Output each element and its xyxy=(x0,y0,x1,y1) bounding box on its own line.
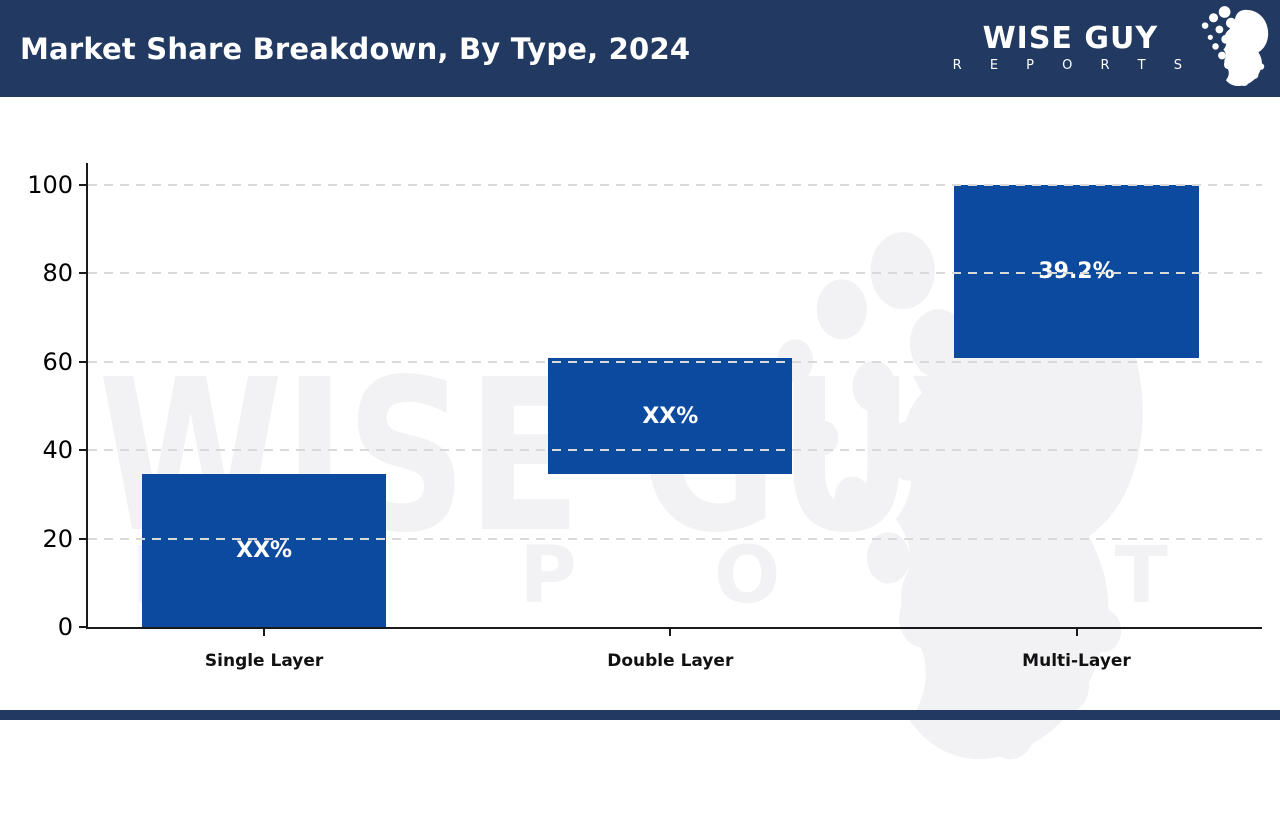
header-bar: Market Share Breakdown, By Type, 2024 WI… xyxy=(0,0,1280,97)
bar-value-label: XX% xyxy=(236,538,293,564)
footer-bar xyxy=(0,710,1280,720)
y-tick-label: 20 xyxy=(42,524,73,553)
x-axis-spine xyxy=(86,627,1262,629)
y-tick-label: 80 xyxy=(42,259,73,288)
logo-wordmark: WISE GUY xyxy=(982,21,1159,56)
y-axis-spine xyxy=(86,163,88,629)
y-tick-mark xyxy=(79,360,88,363)
y-tick-mark xyxy=(79,449,88,452)
y-tick-label: 100 xyxy=(27,171,73,199)
wise-guy-logo: WISE GUY R E P O R T S xyxy=(947,2,1274,96)
y-tick-label: 40 xyxy=(42,436,73,465)
logo-reports-line: R E P O R T S xyxy=(952,58,1194,73)
bar-value-label: 39.2% xyxy=(1038,259,1115,285)
x-tick-mark xyxy=(1075,627,1078,636)
logo-text: WISE GUY R E P O R T S xyxy=(947,21,1194,74)
x-tick-label-single-layer: Single Layer xyxy=(204,651,324,671)
gridline-y-80 xyxy=(88,272,1262,275)
y-tick-mark xyxy=(79,184,88,186)
y-tick-mark xyxy=(79,537,88,540)
x-tick-label-double-layer: Double Layer xyxy=(607,651,734,671)
bar-multi-layer: 39.2% xyxy=(954,185,1199,359)
y-tick-mark xyxy=(79,626,88,628)
plot-area: 0 20 40 60 80 100 XX% Single Layer XX% Double Lay… xyxy=(27,163,1262,671)
bar-double-layer: XX% xyxy=(548,358,793,475)
gridline-y-40 xyxy=(88,449,1262,452)
gridline-y-100 xyxy=(88,184,1262,186)
chart-title: Market Share Breakdown, By Type, 2024 xyxy=(20,31,691,66)
y-tick-label: 60 xyxy=(42,347,73,376)
gridline-y-60 xyxy=(88,360,1262,363)
gridline-y-20 xyxy=(88,537,1262,540)
bar-value-label: XX% xyxy=(642,403,699,429)
y-tick-mark xyxy=(79,272,88,275)
y-tick-label: 0 xyxy=(57,613,73,641)
watermark-face-icon xyxy=(777,232,1143,760)
x-tick-label-multi-layer: Multi-Layer xyxy=(1022,651,1131,671)
x-tick-mark xyxy=(669,627,672,636)
x-tick-mark xyxy=(263,627,266,636)
logo-face-icon xyxy=(1201,5,1269,86)
bar-single-layer: XX% xyxy=(142,474,387,627)
chart-canvas: WISE GUY R E P O R T S 020406080100XX%Si… xyxy=(0,97,1280,760)
